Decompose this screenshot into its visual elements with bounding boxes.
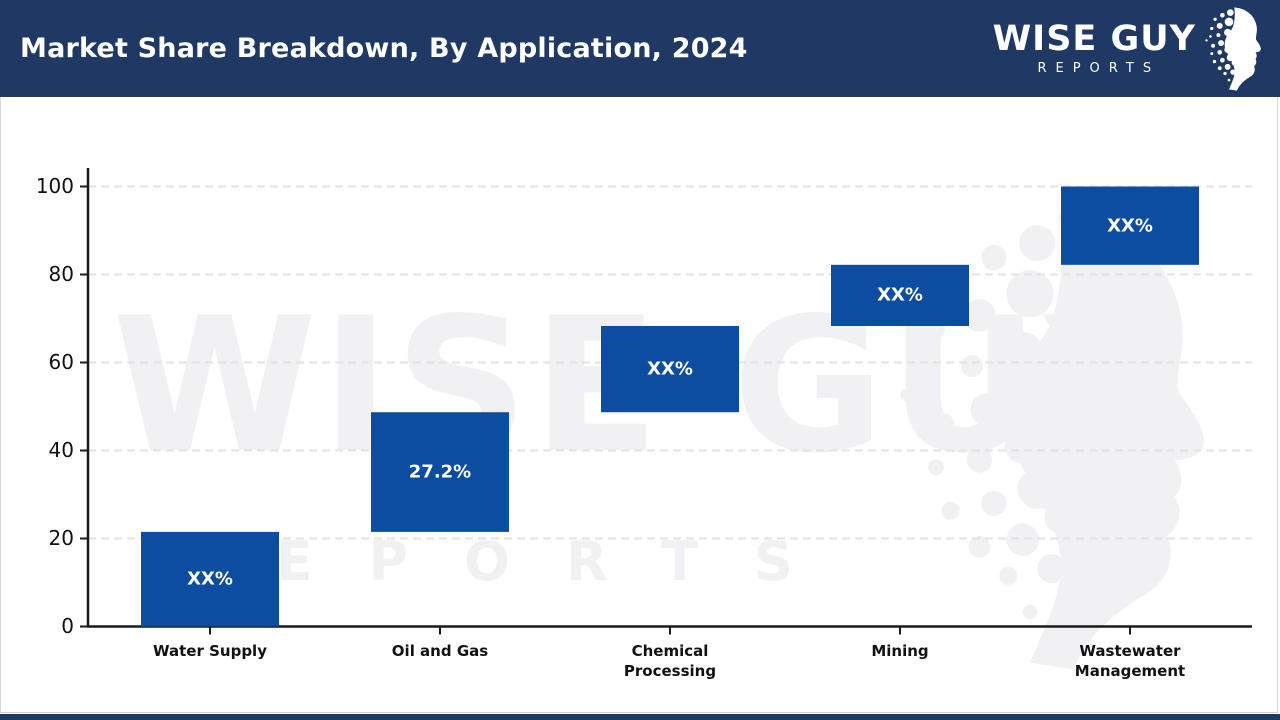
x-tick-label: Mining [871,641,929,660]
x-tick-label: Wastewater Management [1074,641,1186,680]
bar-value-label: 27.2% [408,461,472,483]
y-tick-label-100: 100 [35,173,74,198]
y-tick-label-0: 0 [61,613,74,638]
x-tick-label: Chemical Processing [623,641,717,680]
waterfall-chart: WISE GUY REPORTS 0 20 40 60 80 100 XX% Water Su… [0,97,1280,714]
logo-text: WISE GUY REPORTS [992,18,1196,76]
wise-guy-logo: WISE GUY REPORTS [993,6,1268,92]
bar-mining [831,264,969,326]
footer-bar [0,714,1280,720]
watermark-subtitle: REPORTS [178,530,849,593]
bar-water-supply [141,531,279,627]
bar-value-label: XX% [187,568,233,590]
logo-wordmark: WISE GUY [992,18,1196,59]
logo-subtitle: REPORTS [1037,60,1161,76]
bar-value-label: XX% [1107,215,1153,237]
y-tick-label-20: 20 [48,525,74,550]
x-tick-label: Oil and Gas [391,641,489,660]
bar-wastewater-management [1061,186,1199,265]
header-banner: Market Share Breakdown, By Application, … [0,0,1280,97]
bar-value-label: XX% [647,358,693,380]
page-title: Market Share Breakdown, By Application, … [20,33,748,64]
y-tick-label-80: 80 [48,261,74,286]
y-tick-label-60: 60 [48,349,74,374]
bar-oil-and-gas [371,412,509,532]
logo-face-icon [1205,6,1261,91]
plot-canvas [80,168,1252,635]
bar-chemical-processing [601,325,739,413]
bar-value-label: XX% [877,284,923,306]
y-tick-label-40: 40 [48,437,74,462]
x-tick-label: Water Supply [153,641,267,660]
